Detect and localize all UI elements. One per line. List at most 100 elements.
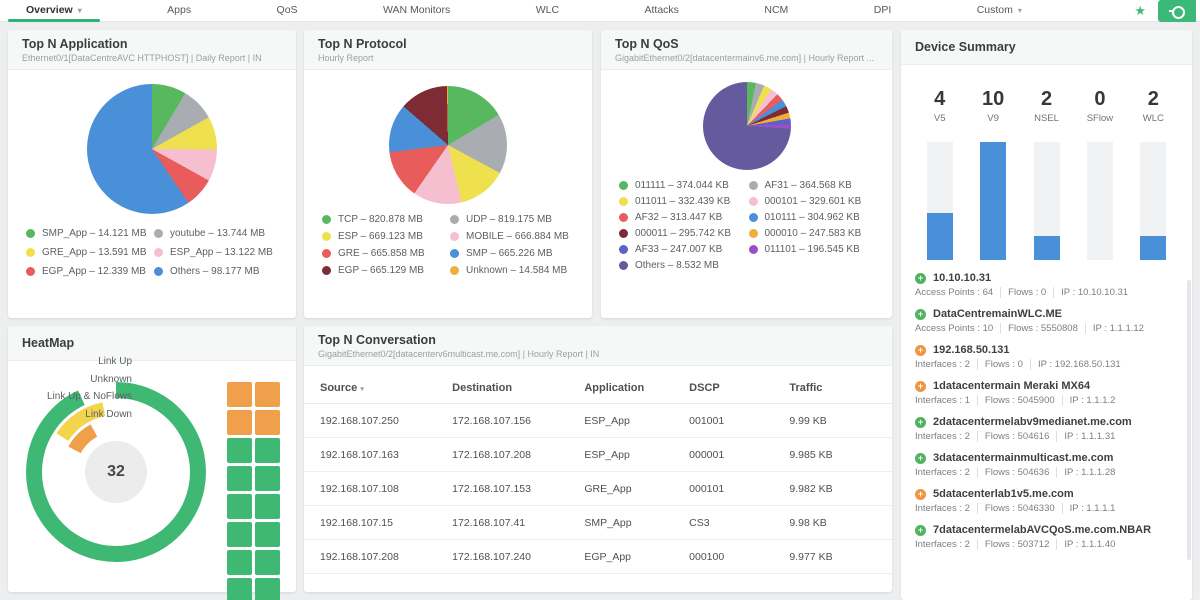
panel-top-n-qos: Top N QoS GigabitEthernet0/2[datacenterm… [601,30,892,318]
legend-label: SMP_App – 14.121 MB [42,228,147,239]
tab-wan-monitors[interactable]: WAN Monitors [382,3,451,16]
heat-cell[interactable] [255,550,280,575]
table-row[interactable]: 192.168.107.250 172.168.107.156 ESP_App 001… [304,404,892,438]
legend-dot [322,215,331,224]
device-item[interactable]: +7datacentermelabAVCQoS.me.com.NBAR Inter… [915,524,1178,550]
table-row[interactable]: 192.168.107.163 172.168.107.208 ESP_App 000… [304,438,892,472]
heat-cell[interactable] [227,466,252,491]
table-row[interactable]: 192.168.107.15 172.168.107.41 SMP_App CS3 9.… [304,506,892,540]
table-cell: ESP_App [584,448,630,461]
table-cell: 000101 [689,482,725,495]
interface-status-gauge[interactable]: 32 [26,382,206,562]
heat-cell[interactable] [255,522,280,547]
table-row[interactable]: 192.168.107.108 172.168.107.153 GRE_App 000… [304,472,892,506]
heat-cell[interactable] [227,522,252,547]
table-row[interactable]: 192.168.107.208 172.168.107.240 EGP_App 000… [304,540,892,574]
device-bars [913,142,1180,260]
heat-cell[interactable] [255,494,280,519]
heat-cell[interactable] [227,382,252,407]
legend-dot [322,232,331,241]
tab-qos[interactable]: QoS [276,3,298,16]
tab-attacks[interactable]: Attacks [644,3,679,16]
application-pie-chart[interactable] [87,84,217,214]
table-cell: GRE_App [584,482,632,495]
device-item[interactable]: +3datacentermainmulticast.me.com Interfac… [915,452,1178,478]
nav-actions: ★ [1134,0,1200,22]
legend-dot [322,266,331,275]
tab-apps[interactable]: Apps [167,3,192,16]
legend-label: TCP – 820.878 MB [338,214,423,225]
device-stat-sflow: 0 SFlow [1073,88,1126,124]
device-fields: Interfaces : 2 Flows : 504616 IP : 1.1.1.3… [915,431,1116,442]
device-stat-v9: 10 V9 [966,88,1019,124]
settings-button[interactable] [1158,0,1196,22]
heat-cell[interactable] [227,578,252,600]
device-fields: Interfaces : 1 Flows : 5045900 IP : 1.1.1.… [915,395,1116,406]
panel-device-summary: Device Summary 4 V5 10 V9 2 NSEL 0 SFlow 2 WLC +1… [901,30,1192,600]
device-name: 10.10.10.31 [933,272,992,284]
device-status-icon: + [915,452,926,464]
stat-value: 0 [1094,88,1106,110]
tab-wlc[interactable]: WLC [535,3,560,16]
column-header-traffic[interactable]: Traffic [789,381,823,394]
panel-title: Top N Application [22,37,128,51]
panel-title: HeatMap [22,336,75,350]
heat-cell[interactable] [227,550,252,575]
star-icon[interactable]: ★ [1134,2,1146,18]
panel-top-n-protocol: Top N Protocol Hourly Report TCP – 820.8… [304,30,592,318]
tab-custom[interactable]: Custom ▾ [976,3,1022,16]
heat-cell[interactable] [227,494,252,519]
legend-item: 011111 – 374.044 KB [619,180,745,191]
device-item[interactable]: +1datacentermain Meraki MX64 Interfaces :… [915,380,1178,406]
device-item[interactable]: +2datacentermelabv9medianet.me.com Interf… [915,416,1178,442]
heat-cell[interactable] [255,578,280,600]
heat-cell[interactable] [255,382,280,407]
heat-cell[interactable] [227,438,252,463]
device-item[interactable]: +192.168.50.131 Interfaces : 2 Flows : 0 IP… [915,344,1178,370]
table-cell: 192.168.107.108 [320,482,399,495]
table-cell: 9.98 KB [789,516,827,529]
device-item[interactable]: + DataCentremainWLC.ME Access Points : 10 F… [915,308,1178,334]
table-cell: 192.168.107.208 [320,550,399,563]
table-cell: 192.168.107.163 [320,448,399,461]
panel-header: Top N Protocol Hourly Report [304,30,592,70]
bar-track [980,142,1007,260]
protocol-pie-chart[interactable] [389,86,507,204]
legend-dot [619,229,628,238]
sort-icon: ▾ [360,385,364,393]
column-header-source[interactable]: Source ▾ [320,381,364,394]
heat-cell[interactable] [255,410,280,435]
conv-body: 192.168.107.250 172.168.107.156 ESP_App 001… [304,404,892,574]
legend-label: Others – 8.532 MB [635,260,719,271]
legend-item: AF33 – 247.007 KB [619,244,745,255]
tab-overview[interactable]: Overview ▾ [8,0,100,22]
heat-cell[interactable] [255,466,280,491]
qos-pie-chart[interactable] [702,82,791,170]
column-header-application[interactable]: Application [584,381,645,394]
heat-cell[interactable] [227,410,252,435]
table-cell: 000100 [689,550,725,563]
stat-label: V5 [933,113,946,124]
table-cell: 172.168.107.153 [452,482,531,495]
protocol-legend: TCP – 820.878 MB UDP – 819.175 MB ESP – 66… [304,214,592,276]
table-cell: 001001 [689,414,725,427]
device-status-icon: + [915,308,926,320]
scrollbar[interactable] [1187,280,1191,560]
device-fields: Access Points : 64 Flows : 0 IP : 10.10.10… [915,287,1129,298]
gauge-label: Link Up & NoFlows [46,391,132,402]
tab-dpi[interactable]: DPI [873,3,892,16]
legend-label: ESP – 669.123 MB [338,231,423,242]
legend-label: 000101 – 329.601 KB [764,196,862,207]
table-cell: 172.168.107.156 [452,414,531,427]
stat-value: 10 [981,88,1005,110]
legend-label: Unknown – 14.584 MB [466,265,568,276]
tab-ncm[interactable]: NCM [764,3,789,16]
column-header-destination[interactable]: Destination [452,381,513,394]
column-header-dscp[interactable]: DSCP [689,381,720,394]
heat-cell[interactable] [255,438,280,463]
panel-heatmap: HeatMap Link Up Unknown Link Up & NoFlows L… [8,326,296,600]
gauge-center-value: 32 [85,441,147,503]
